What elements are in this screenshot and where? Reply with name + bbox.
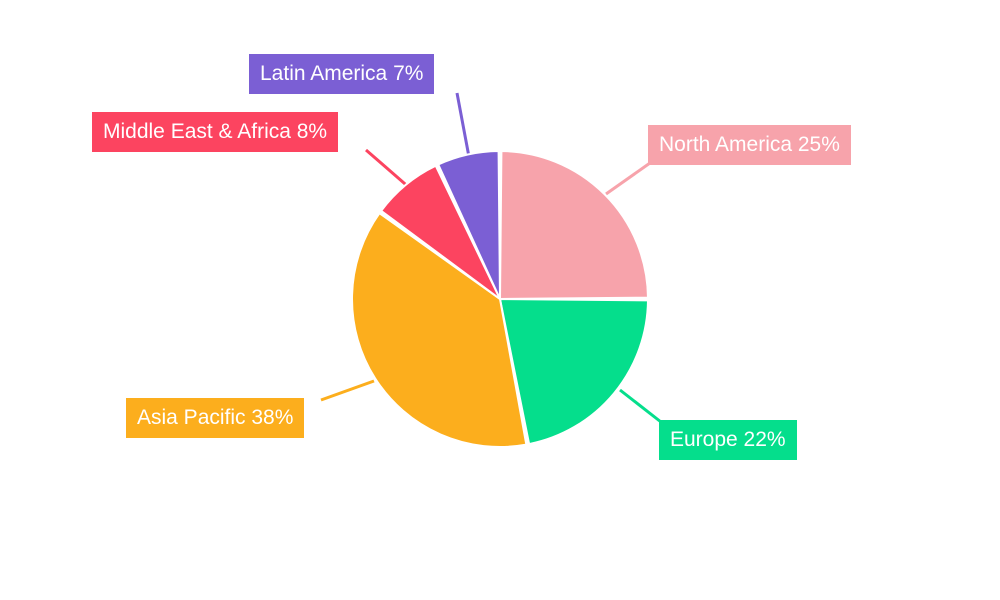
leader-line-middle-east-africa <box>365 148 413 192</box>
leader-line-asia-pacific <box>320 379 375 402</box>
leader-line-europe <box>619 388 662 424</box>
pie-slice-europe[interactable] <box>499 298 649 446</box>
pie-label-asia-pacific[interactable]: Asia Pacific 38% <box>126 398 305 438</box>
pie-slice-middle-east-africa[interactable] <box>380 164 501 300</box>
pie-slices-group <box>351 150 649 448</box>
pie-label-middle-east-africa[interactable]: Middle East & Africa 8% <box>92 112 339 152</box>
leader-line-north-america <box>605 161 651 196</box>
pie-label-north-america[interactable]: North America 25% <box>648 125 851 165</box>
pie-slice-north-america[interactable] <box>499 150 649 300</box>
pie-label-europe[interactable]: Europe 22% <box>659 420 797 460</box>
pie-slice-asia-pacific[interactable] <box>351 212 528 448</box>
leader-lines-group <box>320 92 662 424</box>
pie-label-latin-america[interactable]: Latin America 7% <box>249 54 435 94</box>
leader-line-latin-america <box>455 92 471 158</box>
pie-slice-latin-america[interactable] <box>437 150 501 300</box>
